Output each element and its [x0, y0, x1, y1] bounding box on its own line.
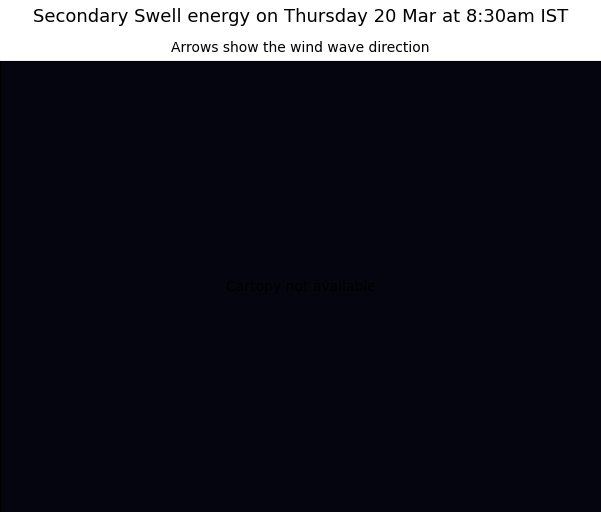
Text: Arrows show the wind wave direction: Arrows show the wind wave direction: [171, 41, 430, 55]
Text: Cartopy not available: Cartopy not available: [225, 280, 376, 294]
Text: Secondary Swell energy on Thursday 20 Mar at 8:30am IST: Secondary Swell energy on Thursday 20 Ma…: [33, 8, 568, 26]
